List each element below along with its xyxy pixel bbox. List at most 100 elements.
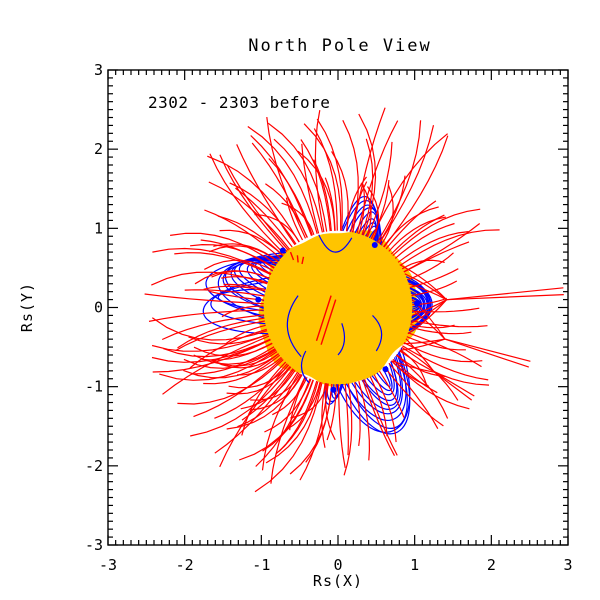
- field-line-open: [338, 384, 346, 468]
- field-line-open: [190, 366, 292, 437]
- field-line-open: [174, 252, 272, 276]
- y-tick-label: -1: [85, 378, 103, 396]
- field-line-open: [358, 381, 371, 461]
- field-line-open: [388, 362, 439, 429]
- streamer-lines: [391, 264, 564, 401]
- footpoint-blob: [414, 300, 420, 307]
- field-line-open: [170, 232, 277, 265]
- field-line-closed: [407, 280, 429, 330]
- field-line-open: [407, 252, 454, 281]
- field-line-open: [261, 372, 300, 471]
- field-line-open: [369, 376, 388, 437]
- field-line-open: [351, 107, 386, 233]
- disk-mark-open: [315, 295, 332, 342]
- x-tick-label: -1: [252, 556, 270, 574]
- field-line-open: [366, 141, 393, 238]
- field-line-open: [392, 208, 481, 257]
- y-tick-label: 2: [94, 140, 103, 158]
- y-tick-label: 3: [94, 61, 103, 79]
- disk-arc-closed: [372, 314, 383, 352]
- field-line-open: [272, 377, 308, 416]
- field-line-open: [285, 197, 304, 241]
- field-line-open: [313, 128, 338, 231]
- axis-ticks: [107, 69, 569, 546]
- field-line-open: [313, 159, 332, 232]
- field-line-open: [250, 135, 313, 237]
- field-line-closed: [361, 361, 399, 406]
- field-line-open: [177, 317, 265, 349]
- field-line-open: [236, 356, 282, 376]
- field-line-open: [151, 333, 269, 352]
- field-line-open: [397, 231, 469, 263]
- field-line-open: [247, 126, 318, 234]
- field-line-open: [364, 378, 398, 456]
- field-line-open: [219, 154, 288, 253]
- field-line-open: [358, 113, 377, 236]
- x-tick-label: -3: [99, 556, 117, 574]
- field-line-open: [362, 379, 396, 456]
- footpoint-blob: [371, 242, 378, 248]
- disk-arc-closed: [286, 295, 302, 357]
- x-tick-label: 0: [333, 556, 342, 574]
- field-line-open: [285, 381, 321, 431]
- field-line-open: [200, 239, 275, 269]
- field-line-open: [403, 241, 470, 273]
- field-line-open: [361, 138, 374, 235]
- tick-labels: -3 -2 -1 0 1 2 3 3 2 1 0 -1 -2 -3: [85, 61, 573, 574]
- field-line-open: [193, 348, 276, 365]
- field-line-closed: [217, 251, 287, 319]
- field-line-open: [399, 350, 490, 386]
- field-line-open: [266, 117, 307, 239]
- footpoint-blob: [382, 366, 389, 373]
- x-axis-label: Rs(X): [313, 572, 363, 590]
- field-line-open: [434, 371, 473, 401]
- field-line-open: [300, 139, 331, 232]
- x-tick-label: 1: [410, 556, 419, 574]
- field-line-open: [152, 247, 272, 275]
- y-tick-label: -2: [85, 457, 103, 475]
- field-line-open: [403, 342, 483, 363]
- field-line-open: [399, 229, 500, 266]
- axes-frame: -3 -2 -1 0 1 2 3 3 2 1 0 -1 -2 -3: [85, 61, 573, 574]
- field-line-open: [411, 309, 446, 340]
- field-line-closed: [357, 218, 378, 243]
- field-line-open: [324, 177, 336, 231]
- field-line-closed: [376, 368, 391, 387]
- field-line-open: [250, 374, 303, 411]
- disk-mark-open: [289, 251, 295, 261]
- disk-mark-open: [296, 255, 299, 263]
- field-line-closed: [409, 287, 426, 323]
- field-line-open: [214, 363, 288, 419]
- field-line-open: [214, 369, 295, 454]
- field-line-open: [343, 383, 353, 476]
- field-line-open: [408, 283, 447, 301]
- field-line-open: [399, 338, 446, 351]
- field-line-open: [446, 287, 564, 301]
- field-line-open: [236, 144, 296, 246]
- field-line-open: [394, 222, 455, 259]
- field-line-open: [373, 374, 397, 443]
- field-line-closed: [341, 351, 411, 435]
- disk-mark-open: [301, 256, 305, 265]
- field-line-open: [350, 181, 368, 233]
- field-line-open: [240, 369, 296, 410]
- field-line-open: [209, 153, 285, 255]
- annotation-label: 2302 - 2303 before: [148, 93, 330, 112]
- field-line-open: [301, 143, 320, 234]
- disk-features: [255, 234, 420, 393]
- field-line-open: [331, 151, 349, 232]
- field-line-open: [175, 320, 265, 352]
- open-field-lines: [144, 107, 500, 493]
- field-line-open: [434, 371, 475, 397]
- field-line-open: [303, 123, 342, 231]
- field-line-open: [356, 120, 399, 234]
- field-line-open: [410, 299, 447, 325]
- field-line-open: [290, 383, 327, 419]
- field-line-open: [316, 118, 343, 231]
- field-line-open: [275, 381, 319, 455]
- field-line-open: [409, 268, 459, 289]
- field-line-open: [384, 366, 444, 427]
- field-line-open: [203, 285, 266, 292]
- field-line-open: [378, 175, 406, 244]
